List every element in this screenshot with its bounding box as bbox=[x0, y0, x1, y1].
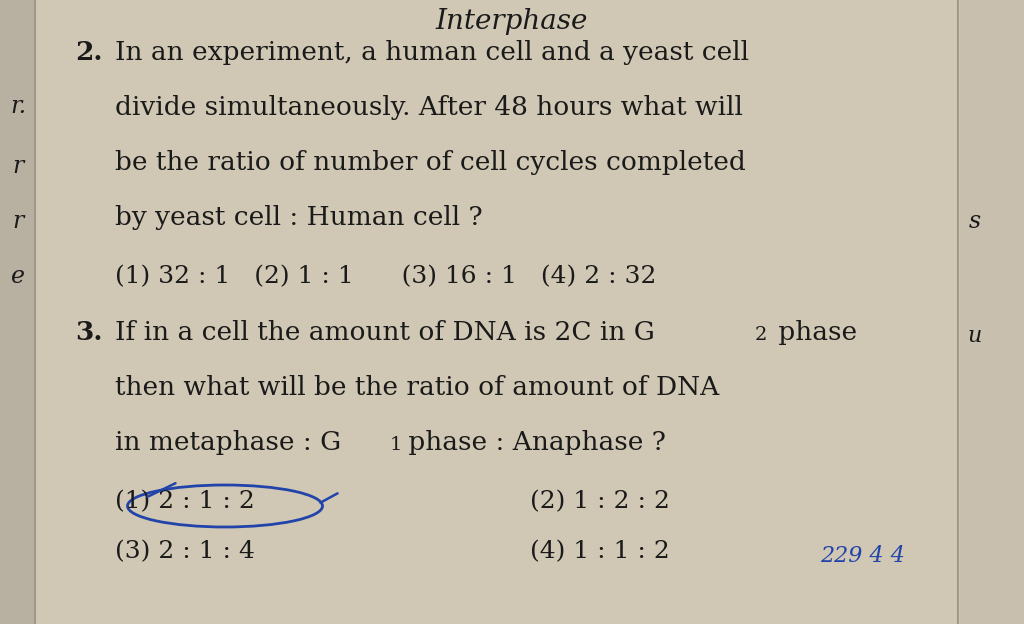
Text: 1: 1 bbox=[390, 436, 402, 454]
Text: 229 4 4: 229 4 4 bbox=[820, 545, 905, 567]
Text: r: r bbox=[12, 155, 24, 178]
Text: (3) 2 : 1 : 4: (3) 2 : 1 : 4 bbox=[115, 540, 255, 563]
Text: 2: 2 bbox=[755, 326, 767, 344]
Text: phase: phase bbox=[770, 320, 857, 345]
Text: in metaphase : G: in metaphase : G bbox=[115, 430, 341, 455]
Text: (2) 1 : 2 : 2: (2) 1 : 2 : 2 bbox=[530, 490, 670, 513]
Text: (1) 2 : 1 : 2: (1) 2 : 1 : 2 bbox=[115, 490, 255, 513]
Text: by yeast cell : Human cell ?: by yeast cell : Human cell ? bbox=[115, 205, 482, 230]
Text: 3.: 3. bbox=[75, 320, 102, 345]
Text: 2.: 2. bbox=[75, 40, 102, 65]
Text: be the ratio of number of cell cycles completed: be the ratio of number of cell cycles co… bbox=[115, 150, 745, 175]
Bar bbox=[961, 0, 1024, 624]
Text: If in a cell the amount of DNA is 2C in G: If in a cell the amount of DNA is 2C in … bbox=[115, 320, 655, 345]
Text: r.: r. bbox=[10, 95, 26, 118]
Text: e: e bbox=[11, 265, 25, 288]
Bar bbox=[0, 0, 35, 624]
Text: (4) 1 : 1 : 2: (4) 1 : 1 : 2 bbox=[530, 540, 670, 563]
Text: phase : Anaphase ?: phase : Anaphase ? bbox=[400, 430, 666, 455]
FancyBboxPatch shape bbox=[30, 0, 990, 624]
Text: s: s bbox=[969, 210, 981, 233]
Text: r: r bbox=[12, 210, 24, 233]
Text: (1) 32 : 1   (2) 1 : 1      (3) 16 : 1   (4) 2 : 32: (1) 32 : 1 (2) 1 : 1 (3) 16 : 1 (4) 2 : … bbox=[115, 265, 656, 288]
Text: Interphase: Interphase bbox=[436, 8, 588, 35]
Text: u: u bbox=[968, 325, 982, 347]
Text: then what will be the ratio of amount of DNA: then what will be the ratio of amount of… bbox=[115, 375, 719, 400]
Text: divide simultaneously. After 48 hours what will: divide simultaneously. After 48 hours wh… bbox=[115, 95, 742, 120]
Text: In an experiment, a human cell and a yeast cell: In an experiment, a human cell and a yea… bbox=[115, 40, 749, 65]
